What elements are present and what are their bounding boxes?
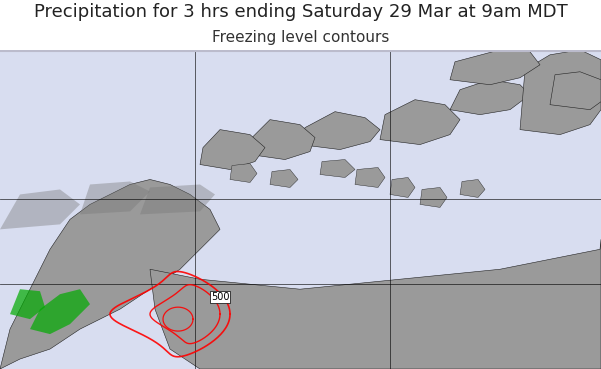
- Polygon shape: [0, 179, 220, 369]
- Polygon shape: [390, 177, 415, 197]
- Polygon shape: [450, 50, 540, 85]
- Polygon shape: [355, 168, 385, 187]
- Polygon shape: [450, 80, 530, 115]
- Polygon shape: [200, 130, 265, 169]
- Polygon shape: [520, 50, 601, 135]
- Polygon shape: [460, 179, 485, 197]
- Polygon shape: [140, 184, 215, 214]
- Text: Freezing level contours: Freezing level contours: [212, 30, 389, 45]
- Polygon shape: [30, 289, 90, 334]
- Polygon shape: [270, 169, 298, 187]
- Polygon shape: [300, 112, 380, 149]
- Polygon shape: [250, 120, 315, 159]
- Polygon shape: [380, 100, 460, 145]
- Polygon shape: [10, 289, 45, 319]
- Polygon shape: [320, 159, 355, 177]
- Polygon shape: [420, 187, 447, 207]
- Polygon shape: [550, 72, 601, 110]
- Polygon shape: [150, 239, 601, 369]
- Polygon shape: [230, 163, 257, 183]
- Text: 500: 500: [211, 292, 229, 302]
- Polygon shape: [0, 189, 80, 230]
- Text: Precipitation for 3 hrs ending Saturday 29 Mar at 9am MDT: Precipitation for 3 hrs ending Saturday …: [34, 3, 567, 21]
- Polygon shape: [80, 182, 150, 214]
